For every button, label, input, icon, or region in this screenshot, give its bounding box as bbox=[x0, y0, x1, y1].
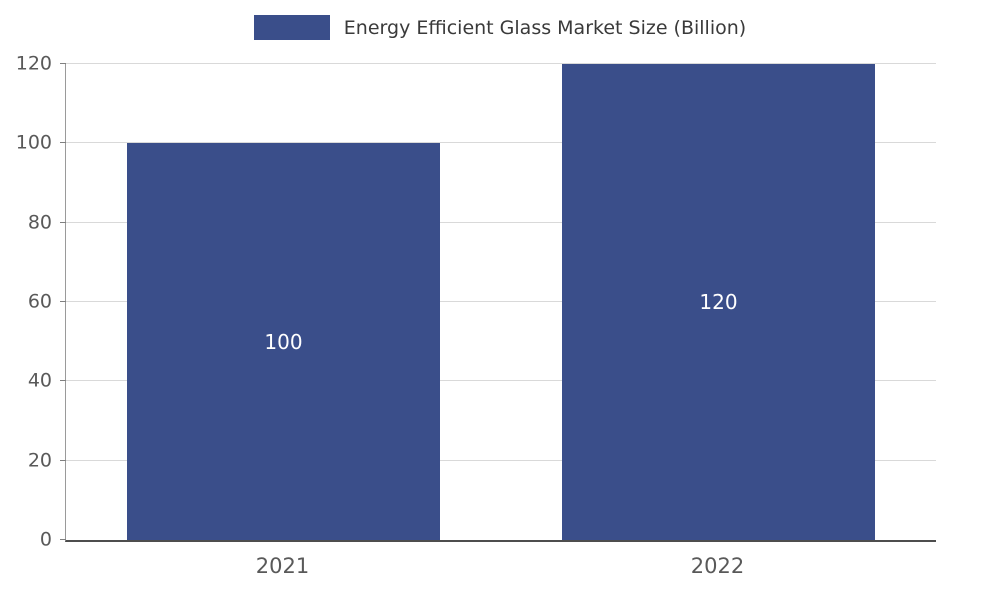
bar-slot-2021: 100 bbox=[66, 64, 501, 540]
gridline bbox=[66, 380, 936, 382]
x-tick-label: 2021 bbox=[255, 554, 310, 578]
plot-area: 100 120 0 20 40 60 80 100 120 bbox=[16, 54, 936, 549]
bar-value-label: 100 bbox=[264, 329, 303, 354]
bar-slot-2022: 120 bbox=[501, 64, 936, 540]
legend-label: Energy Efficient Glass Market Size (Bill… bbox=[343, 16, 747, 39]
gridline bbox=[66, 221, 936, 223]
y-tick-label: 100 bbox=[15, 131, 52, 154]
y-tick-mark bbox=[60, 459, 66, 461]
y-tick-mark bbox=[60, 380, 66, 382]
y-tick-label: 80 bbox=[27, 211, 52, 234]
y-tick-mark bbox=[60, 539, 66, 540]
y-tick-label: 60 bbox=[27, 290, 52, 313]
y-tick-label: 20 bbox=[27, 449, 52, 472]
bar-2021: 100 bbox=[126, 143, 441, 540]
legend-swatch-icon bbox=[253, 15, 330, 40]
y-tick-mark bbox=[60, 63, 66, 64]
y-tick-label: 40 bbox=[27, 369, 52, 392]
y-tick-label: 120 bbox=[15, 52, 52, 75]
legend[interactable]: Energy Efficient Glass Market Size (Bill… bbox=[0, 15, 1000, 40]
bar-2022: 120 bbox=[561, 64, 876, 540]
y-tick-mark bbox=[60, 301, 66, 302]
gridline bbox=[66, 459, 936, 461]
x-axis-labels: 2021 2022 bbox=[65, 554, 935, 578]
bars-container: 100 120 bbox=[66, 64, 936, 540]
y-tick-mark bbox=[60, 142, 66, 144]
gridline bbox=[66, 63, 936, 64]
y-tick-label: 0 bbox=[39, 528, 52, 551]
x-tick-label: 2022 bbox=[690, 554, 745, 578]
gridline bbox=[66, 301, 936, 302]
gridline bbox=[66, 142, 936, 144]
bar-value-label: 120 bbox=[699, 290, 738, 314]
y-tick-mark bbox=[60, 221, 66, 223]
